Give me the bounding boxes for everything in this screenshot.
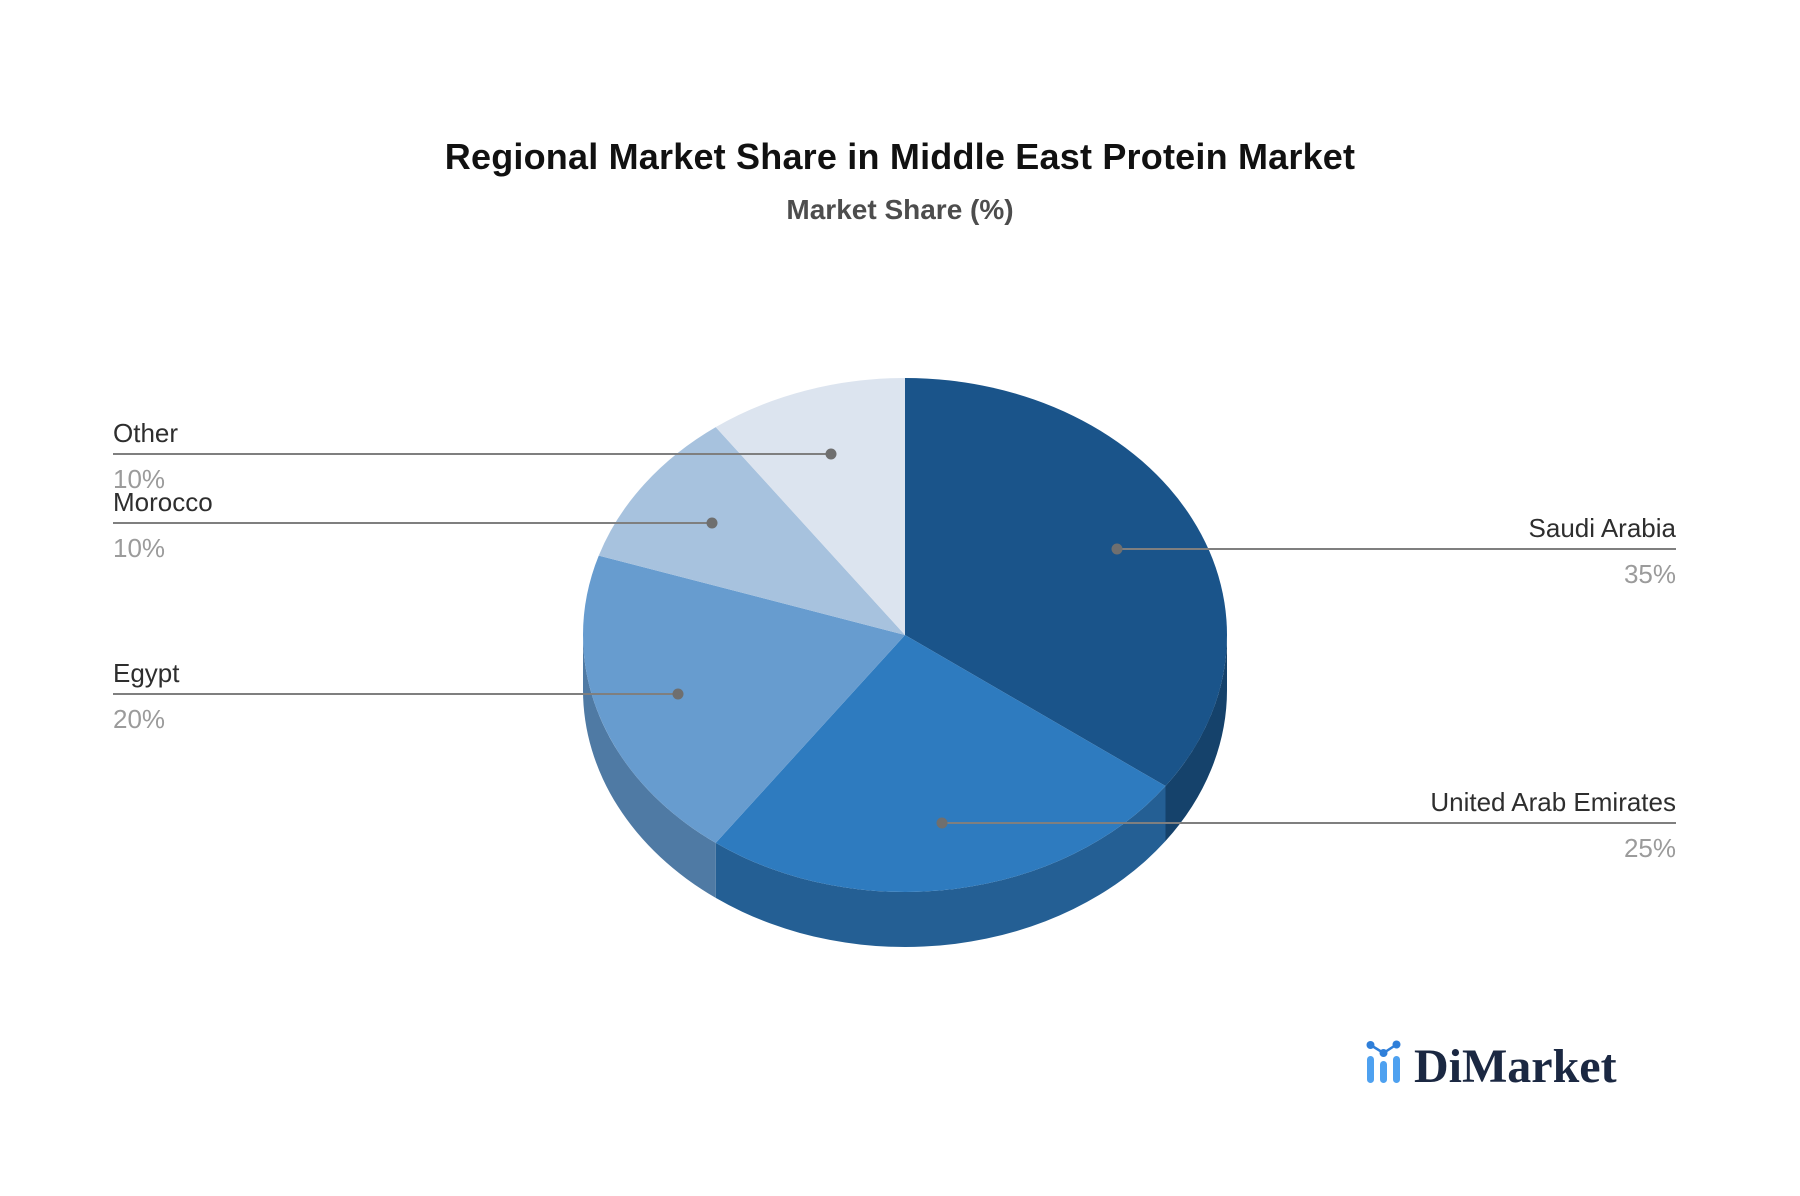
- pie-slice-morocco: [598, 427, 905, 635]
- mini-bar-chart-trend-icon: [1366, 1040, 1401, 1083]
- pie-slice-egypt: [583, 555, 905, 843]
- pie-slice-saudi-arabia: [905, 378, 1227, 787]
- pie-slice-side-united-arab-emirates: [715, 786, 1166, 947]
- leader-dot-saudi-arabia: [1111, 543, 1123, 555]
- pie-slice-other: [715, 378, 905, 635]
- logo-text: DiMarket: [1414, 1040, 1617, 1093]
- pie-slice-side-saudi-arabia: [1165, 635, 1227, 842]
- pie-slice-united-arab-emirates: [715, 635, 1166, 892]
- leader-dot-egypt: [672, 688, 684, 700]
- leader-dot-united-arab-emirates: [936, 817, 948, 829]
- leader-dot-morocco: [706, 517, 718, 529]
- leader-dot-other: [825, 448, 837, 460]
- chart-subtitle: Market Share (%): [786, 194, 1014, 225]
- logo: DiMarket: [1366, 1040, 1617, 1093]
- chart-title: Regional Market Share in Middle East Pro…: [444, 136, 1356, 177]
- pie-slice-side-egypt: [583, 635, 716, 898]
